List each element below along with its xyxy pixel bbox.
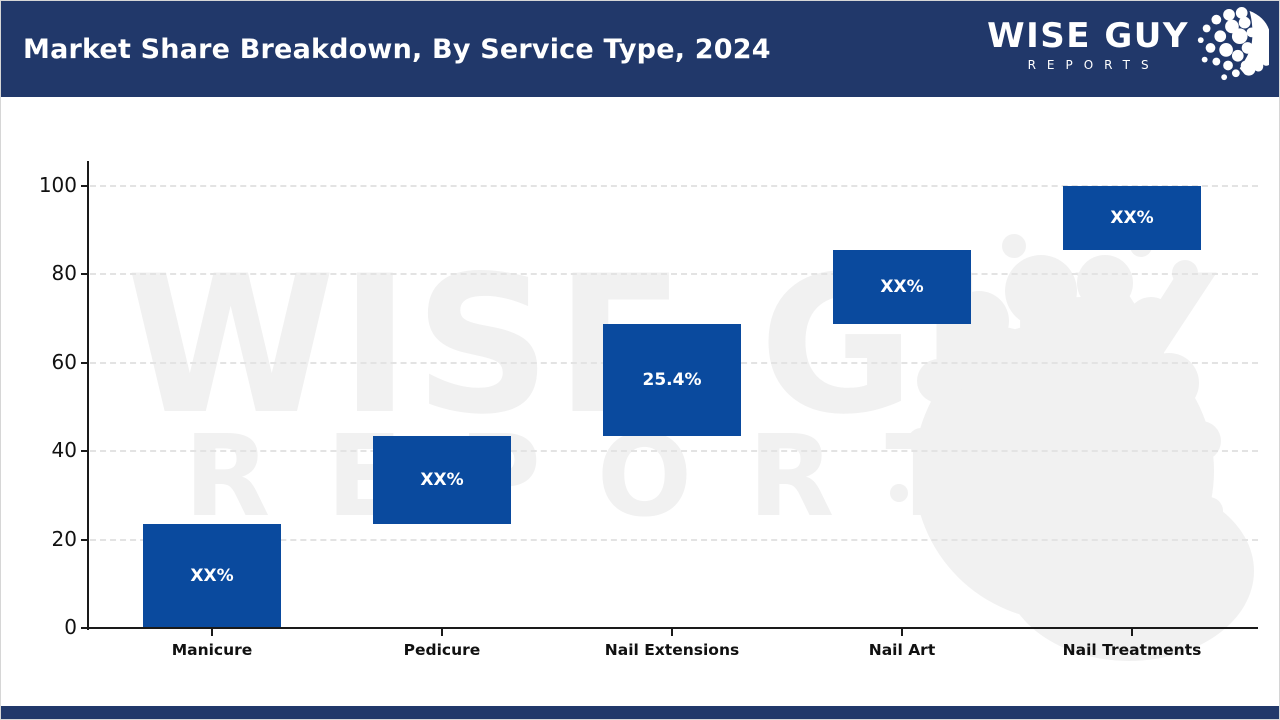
x-tick-label: Pedicure bbox=[403, 641, 481, 659]
page-title: Market Share Breakdown, By Service Type,… bbox=[23, 33, 771, 65]
gridline bbox=[90, 450, 1258, 452]
x-axis-tick bbox=[671, 629, 673, 636]
x-tick-label: Nail Treatments bbox=[1062, 641, 1202, 659]
x-tick-label: Nail Extensions bbox=[604, 641, 740, 659]
bar-value-label: XX% bbox=[420, 470, 464, 491]
y-axis-tick bbox=[81, 450, 89, 452]
y-axis-line bbox=[87, 161, 89, 630]
y-axis-tick bbox=[81, 361, 89, 364]
bar-nail-art: XX% bbox=[833, 249, 971, 324]
bar-value-label: XX% bbox=[1110, 207, 1154, 228]
y-tick-label: 20 bbox=[51, 526, 77, 551]
brand-subname: REPORTS bbox=[1027, 57, 1160, 72]
y-tick-label: 60 bbox=[51, 349, 77, 374]
y-tick-label: 80 bbox=[51, 261, 77, 285]
bar-pedicure: XX% bbox=[373, 435, 511, 525]
x-axis-line bbox=[87, 627, 1258, 629]
brand-logo: WISE GUY REPORTS bbox=[987, 7, 1269, 83]
bar-manicure: XX% bbox=[143, 524, 281, 628]
y-axis-tick bbox=[81, 184, 89, 187]
footer-bar bbox=[1, 706, 1279, 719]
y-tick-label: 0 bbox=[64, 615, 77, 639]
gridline bbox=[90, 273, 1258, 275]
y-tick-label: 40 bbox=[51, 438, 77, 462]
bar-value-label: 25.4% bbox=[642, 369, 702, 390]
header-bar: Market Share Breakdown, By Service Type,… bbox=[1, 1, 1279, 97]
y-tick-label: 100 bbox=[38, 172, 77, 197]
x-axis-tick bbox=[1131, 629, 1133, 636]
x-axis-tick bbox=[211, 629, 213, 636]
watermark-text-line2: REPORTS bbox=[184, 412, 1155, 542]
bar-nail-treatments: XX% bbox=[1063, 185, 1201, 250]
y-axis-tick bbox=[81, 273, 89, 275]
x-axis-tick bbox=[901, 629, 903, 636]
gridline bbox=[90, 538, 1258, 541]
y-axis-tick bbox=[81, 627, 89, 629]
x-axis-tick bbox=[441, 629, 443, 636]
x-tick-label: Manicure bbox=[171, 641, 253, 659]
bar-value-label: XX% bbox=[190, 566, 234, 587]
bar-nail-extensions: 25.4% bbox=[603, 323, 741, 436]
gridline bbox=[90, 184, 1258, 187]
y-axis-tick bbox=[81, 538, 89, 541]
brand-face-icon bbox=[1197, 7, 1269, 81]
bar-value-label: XX% bbox=[880, 276, 924, 297]
brand-name: WISE GUY bbox=[987, 16, 1189, 57]
brand-logo-text: WISE GUY REPORTS bbox=[987, 16, 1189, 72]
x-tick-label: Nail Art bbox=[868, 641, 936, 659]
